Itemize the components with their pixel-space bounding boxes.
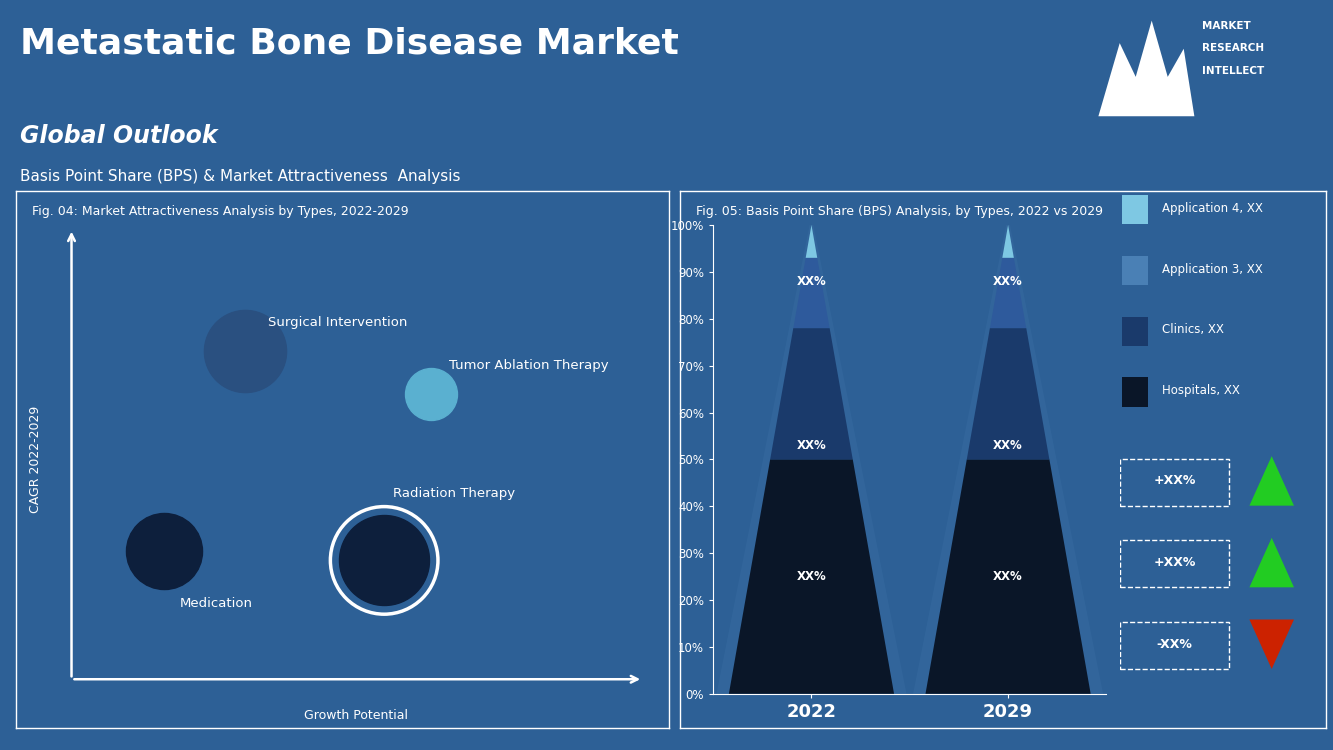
Polygon shape: [770, 328, 853, 459]
Text: +XX%: +XX%: [1153, 556, 1196, 569]
Text: XX%: XX%: [797, 570, 826, 583]
Text: Application 4, XX: Application 4, XX: [1162, 202, 1262, 215]
Text: INTELLECT: INTELLECT: [1202, 66, 1264, 76]
Text: Tumor Ablation Therapy: Tumor Ablation Therapy: [449, 358, 609, 372]
Text: XX%: XX%: [993, 274, 1022, 288]
Point: [420, 388, 441, 400]
Text: Basis Point Share (BPS) & Market Attractiveness  Analysis: Basis Point Share (BPS) & Market Attract…: [20, 169, 460, 184]
Text: Clinics, XX: Clinics, XX: [1162, 323, 1224, 337]
Text: Application 3, XX: Application 3, XX: [1162, 262, 1262, 276]
Text: Global Outlook: Global Outlook: [20, 124, 217, 148]
Text: Fig. 04: Market Attractiveness Analysis by Types, 2022-2029: Fig. 04: Market Attractiveness Analysis …: [32, 205, 409, 218]
Text: Fig. 05: Basis Point Share (BPS) Analysis, by Types, 2022 vs 2029: Fig. 05: Basis Point Share (BPS) Analysi…: [696, 205, 1102, 218]
Text: XX%: XX%: [993, 439, 1022, 452]
Polygon shape: [1249, 538, 1294, 587]
Point: [373, 554, 395, 566]
Text: CAGR 2022-2029: CAGR 2022-2029: [29, 406, 43, 513]
Text: XX%: XX%: [797, 439, 826, 452]
Text: XX%: XX%: [797, 274, 826, 288]
Polygon shape: [925, 459, 1090, 694]
Polygon shape: [1098, 21, 1194, 116]
Point: [153, 544, 175, 556]
FancyBboxPatch shape: [1122, 316, 1148, 346]
Text: Growth Potential: Growth Potential: [304, 710, 408, 722]
Text: Metastatic Bone Disease Market: Metastatic Bone Disease Market: [20, 26, 678, 60]
Text: +XX%: +XX%: [1153, 475, 1196, 488]
Polygon shape: [1249, 456, 1294, 506]
Text: Surgical Intervention: Surgical Intervention: [268, 316, 408, 328]
Text: XX%: XX%: [993, 570, 1022, 583]
Text: MARKET: MARKET: [1202, 21, 1250, 31]
Text: Medication: Medication: [180, 597, 252, 610]
Polygon shape: [805, 225, 817, 258]
Polygon shape: [729, 459, 894, 694]
Point: [235, 345, 256, 357]
Point: [373, 554, 395, 566]
Polygon shape: [1002, 225, 1014, 258]
FancyBboxPatch shape: [1122, 256, 1148, 285]
Polygon shape: [913, 216, 1102, 694]
FancyBboxPatch shape: [1122, 195, 1148, 224]
Polygon shape: [990, 258, 1026, 328]
Polygon shape: [793, 258, 829, 328]
Text: -XX%: -XX%: [1157, 638, 1192, 651]
Text: Hospitals, XX: Hospitals, XX: [1162, 384, 1240, 398]
Polygon shape: [717, 216, 906, 694]
Text: RESEARCH: RESEARCH: [1202, 43, 1264, 53]
Text: Radiation Therapy: Radiation Therapy: [393, 488, 515, 500]
Polygon shape: [1249, 620, 1294, 669]
Polygon shape: [966, 328, 1049, 459]
FancyBboxPatch shape: [1122, 377, 1148, 406]
